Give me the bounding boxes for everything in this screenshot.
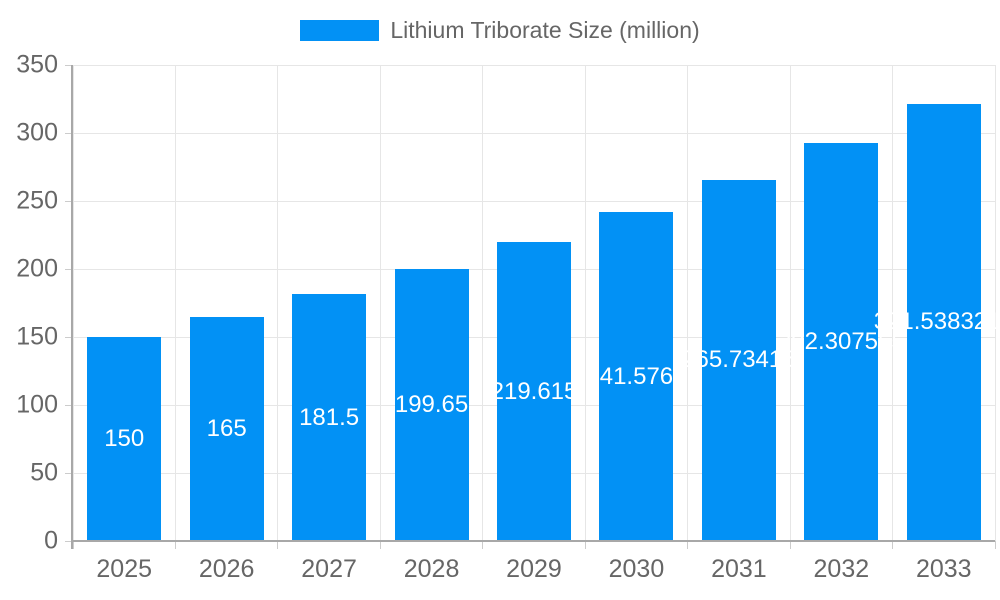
x-tick-label: 2029 [506,555,562,583]
y-gridline [73,64,995,66]
y-tick-label: 0 [44,526,58,555]
x-axis-line [71,540,995,542]
x-tick-label: 2033 [915,555,972,583]
x-tick-label: 2030 [608,555,665,583]
x-tick-mark [72,541,74,549]
y-tick-mark [65,540,73,542]
x-gridline [687,65,689,541]
y-tick-label: 200 [16,254,58,283]
x-gridline [584,65,586,541]
x-tick-mark [687,541,689,549]
x-tick-mark [174,541,176,549]
bar-value-label: 292.307565 [777,328,905,356]
legend-label: Lithium Triborate Size (million) [390,17,700,43]
bar-2031[interactable] [701,179,776,541]
x-gridline [72,65,74,541]
bar-2025[interactable] [87,337,162,541]
bar-value-label: 219.615 [490,377,578,405]
x-gridline [379,65,381,541]
bar-value-label: 265.73415 [682,346,796,374]
bar-2032[interactable] [804,143,879,541]
legend-swatch [300,20,380,41]
y-tick-mark [65,336,73,338]
bar-value-label: 150 [104,425,145,452]
x-tick-label: 2032 [813,555,870,583]
y-tick-mark [65,200,73,202]
bar-value-label: 199.65 [394,391,469,419]
y-tick-label: 50 [30,458,58,487]
y-tick-label: 150 [16,322,58,351]
y-tick-mark [65,132,73,134]
x-gridline [174,65,176,541]
y-gridline [73,200,995,202]
bar-2028[interactable] [394,269,469,541]
legend[interactable]: Lithium Triborate Size (million) [0,17,1000,44]
x-tick-mark [994,541,996,549]
bar-2029[interactable] [497,242,571,541]
y-axis-line [71,65,73,549]
bar-2027[interactable] [292,294,367,541]
y-gridline [73,132,995,134]
x-gridline [892,65,894,541]
bar-value-label: 165 [206,414,247,442]
x-tick-mark [379,541,381,549]
bar-value-label: 321.5383215 [873,308,1000,336]
x-tick-mark [584,541,586,549]
bar-2033[interactable] [906,103,981,541]
x-gridline [277,65,279,541]
x-tick-label: 2031 [711,555,767,583]
y-tick-mark [65,268,73,270]
x-tick-label: 2026 [198,555,255,583]
x-tick-label: 2025 [96,555,153,583]
y-tick-label: 350 [16,50,58,79]
bar-2026[interactable] [189,316,264,541]
y-tick-label: 250 [16,186,58,215]
x-tick-mark [789,541,791,549]
bar-value-label: 181.5 [299,403,360,431]
x-gridline [994,65,996,541]
x-gridline [482,65,484,541]
x-tick-mark [277,541,279,549]
y-tick-mark [65,472,73,474]
y-tick-mark [65,404,73,406]
x-tick-label: 2028 [403,555,460,583]
y-tick-label: 300 [16,118,58,147]
bar-value-label: 241.5765 [586,362,687,390]
x-tick-mark [482,541,484,549]
x-tick-label: 2027 [301,555,357,583]
y-tick-mark [65,64,73,66]
y-tick-label: 100 [16,390,58,419]
x-tick-mark [892,541,894,549]
bar-2030[interactable] [599,212,674,541]
x-gridline [789,65,791,541]
